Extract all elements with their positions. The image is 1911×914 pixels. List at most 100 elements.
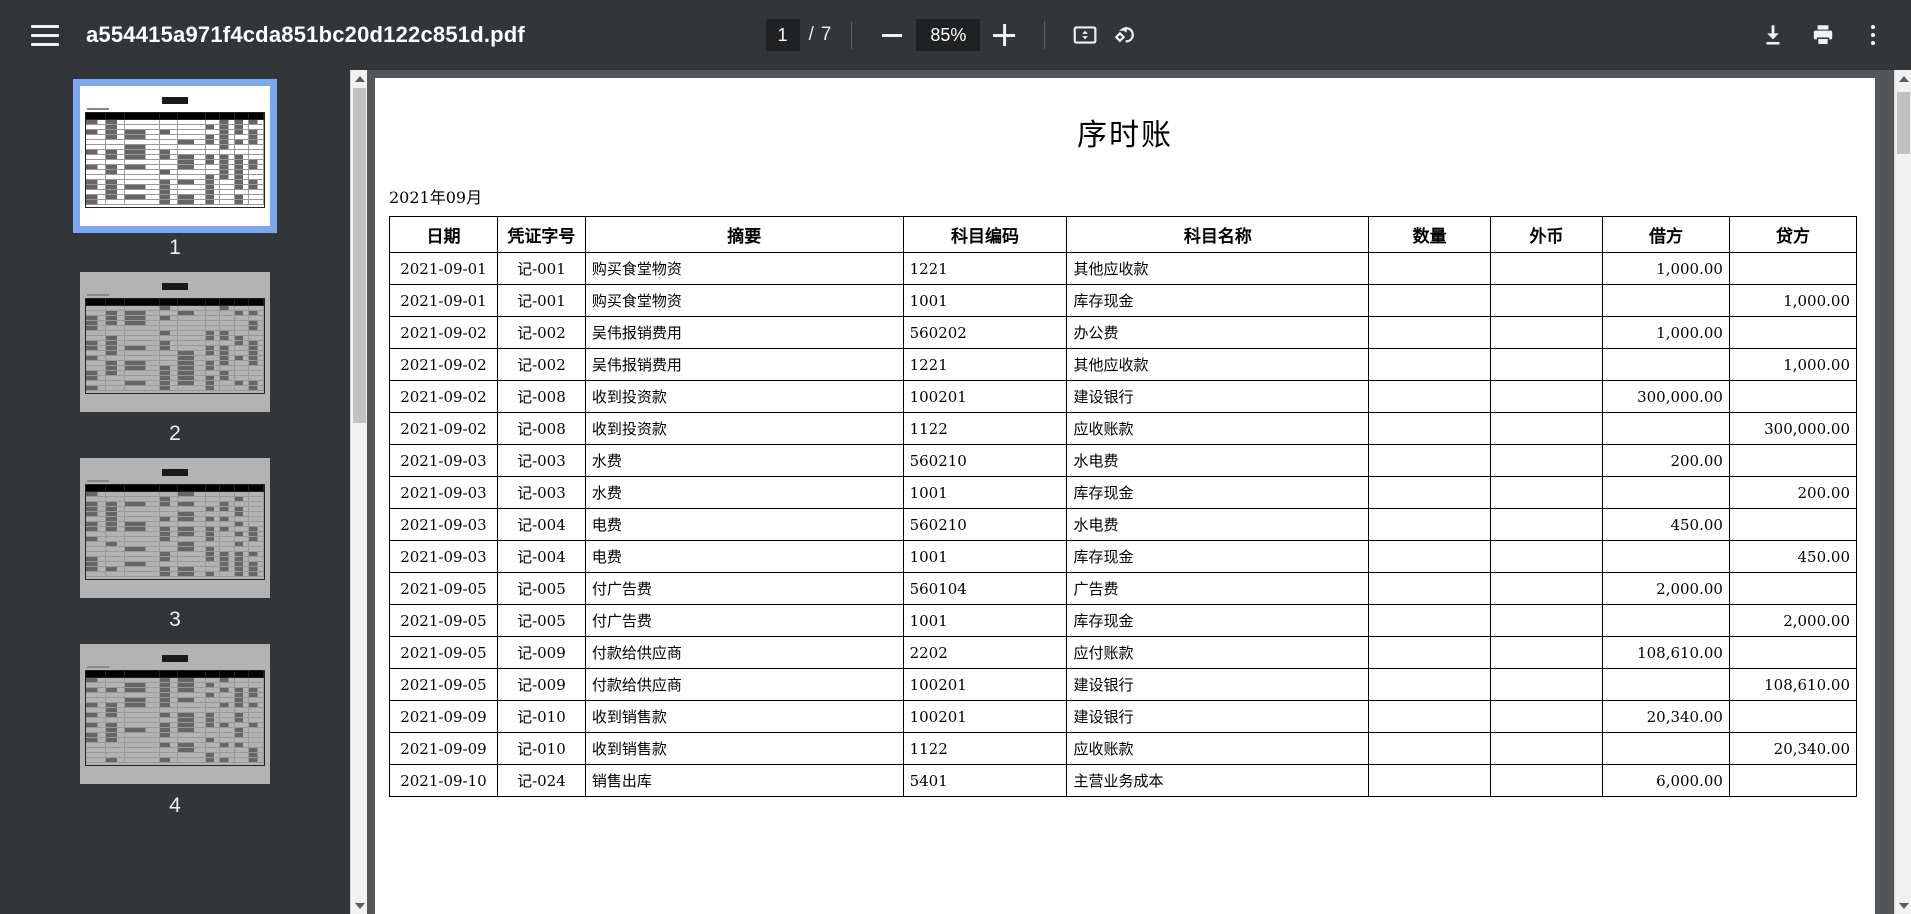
more-vertical-icon <box>1871 25 1875 45</box>
thumbnail-sidebar: 1 2 3 4 <box>0 70 350 914</box>
cell-name: 库存现金 <box>1067 541 1369 573</box>
scroll-down-arrow[interactable] <box>1895 897 1911 914</box>
cell-code: 1122 <box>903 733 1067 765</box>
rotate-button[interactable] <box>1105 15 1145 55</box>
zoom-out-button[interactable] <box>872 15 912 55</box>
cell-code: 1122 <box>903 413 1067 445</box>
cell-credit: 300,000.00 <box>1729 413 1856 445</box>
cell-code: 1001 <box>903 541 1067 573</box>
cell-date: 2021-09-02 <box>390 381 498 413</box>
cell-voucher: 记-001 <box>497 285 585 317</box>
cell-code: 560202 <box>903 317 1067 349</box>
cell-code: 100201 <box>903 669 1067 701</box>
page-thumbnail[interactable] <box>80 86 270 226</box>
cell-debit: 20,340.00 <box>1603 701 1730 733</box>
cell-currency <box>1491 445 1603 477</box>
cell-code: 100201 <box>903 381 1067 413</box>
column-header-voucher: 凭证字号 <box>497 217 585 253</box>
cell-quantity <box>1369 765 1491 797</box>
cell-debit: 300,000.00 <box>1603 381 1730 413</box>
cell-quantity <box>1369 637 1491 669</box>
table-row: 2021-09-02 记-002 吴伟报销费用 1221 其他应收款 1,000.00 <box>390 349 1857 381</box>
cell-code: 560210 <box>903 509 1067 541</box>
cell-credit <box>1729 253 1856 285</box>
fit-page-button[interactable] <box>1065 15 1105 55</box>
page-number-input[interactable] <box>766 19 800 51</box>
thumbnail-item[interactable]: 3 <box>0 458 350 632</box>
viewer-scrollbar-thumb[interactable] <box>1897 92 1910 154</box>
thumbnail-list[interactable]: 1 2 3 4 <box>0 70 350 914</box>
scroll-up-arrow[interactable] <box>1895 70 1911 87</box>
cell-quantity <box>1369 573 1491 605</box>
scroll-down-arrow[interactable] <box>351 897 368 914</box>
cell-debit <box>1603 733 1730 765</box>
cell-date: 2021-09-02 <box>390 317 498 349</box>
zoom-in-button[interactable] <box>984 15 1024 55</box>
toolbar-divider-1 <box>851 21 852 49</box>
cell-debit <box>1603 477 1730 509</box>
zoom-level-display[interactable]: 85% <box>916 19 980 51</box>
cell-quantity <box>1369 413 1491 445</box>
thumbnail-item[interactable]: 2 <box>0 272 350 446</box>
cell-credit <box>1729 637 1856 669</box>
cell-currency <box>1491 605 1603 637</box>
cell-credit <box>1729 381 1856 413</box>
thumbnail-page-number: 2 <box>169 422 181 446</box>
cell-credit: 108,610.00 <box>1729 669 1856 701</box>
page-thumbnail[interactable] <box>80 644 270 784</box>
thumbnail-item[interactable]: 4 <box>0 644 350 818</box>
pdf-viewer[interactable]: 序时账 2021年09月 日期 凭证字号 摘要 科目编码 科目名称 数量 外币 … <box>367 70 1894 914</box>
cell-voucher: 记-024 <box>497 765 585 797</box>
scroll-up-arrow[interactable] <box>351 70 368 87</box>
cell-debit <box>1603 669 1730 701</box>
cell-voucher: 记-002 <box>497 317 585 349</box>
cell-abstract: 付广告费 <box>585 573 903 605</box>
cell-credit: 1,000.00 <box>1729 349 1856 381</box>
cell-abstract: 付款给供应商 <box>585 669 903 701</box>
cell-currency <box>1491 509 1603 541</box>
ledger-table-body: 2021-09-01 记-001 购买食堂物资 1221 其他应收款 1,000.00 20… <box>390 253 1857 797</box>
print-button[interactable] <box>1803 15 1843 55</box>
cell-voucher: 记-005 <box>497 573 585 605</box>
page-thumbnail[interactable] <box>80 272 270 412</box>
more-options-button[interactable] <box>1853 15 1893 55</box>
cell-quantity <box>1369 509 1491 541</box>
cell-code: 1001 <box>903 285 1067 317</box>
cell-voucher: 记-003 <box>497 445 585 477</box>
document-title: a554415a971f4cda851bc20d122c851d.pdf <box>86 22 525 48</box>
table-row: 2021-09-05 记-009 付款给供应商 100201 建设银行 108,610.0… <box>390 669 1857 701</box>
download-button[interactable] <box>1753 15 1793 55</box>
cell-quantity <box>1369 669 1491 701</box>
thumbnail-item[interactable]: 1 <box>0 86 350 260</box>
pdf-toolbar: a554415a971f4cda851bc20d122c851d.pdf / 7… <box>0 0 1911 70</box>
cell-abstract: 销售出库 <box>585 765 903 797</box>
cell-abstract: 吴伟报销费用 <box>585 349 903 381</box>
cell-credit: 20,340.00 <box>1729 733 1856 765</box>
cell-name: 其他应收款 <box>1067 253 1369 285</box>
sidebar-scrollbar[interactable] <box>350 70 367 914</box>
cell-abstract: 电费 <box>585 541 903 573</box>
column-header-date: 日期 <box>390 217 498 253</box>
download-icon <box>1760 22 1786 48</box>
cell-debit: 108,610.00 <box>1603 637 1730 669</box>
cell-code: 5401 <box>903 765 1067 797</box>
thumbnail-preview <box>80 86 270 226</box>
column-header-name: 科目名称 <box>1067 217 1369 253</box>
cell-name: 水电费 <box>1067 509 1369 541</box>
page-thumbnail[interactable] <box>80 458 270 598</box>
cell-debit <box>1603 605 1730 637</box>
table-header-row: 日期 凭证字号 摘要 科目编码 科目名称 数量 外币 借方 贷方 <box>390 217 1857 253</box>
hamburger-icon[interactable] <box>22 12 68 58</box>
pdf-page: 序时账 2021年09月 日期 凭证字号 摘要 科目编码 科目名称 数量 外币 … <box>375 78 1875 914</box>
viewer-scrollbar[interactable] <box>1894 70 1911 914</box>
cell-currency <box>1491 413 1603 445</box>
column-header-abstract: 摘要 <box>585 217 903 253</box>
cell-quantity <box>1369 445 1491 477</box>
sidebar-scrollbar-thumb[interactable] <box>353 88 366 423</box>
table-row: 2021-09-09 记-010 收到销售款 100201 建设银行 20,340.00 <box>390 701 1857 733</box>
cell-date: 2021-09-03 <box>390 477 498 509</box>
cell-date: 2021-09-01 <box>390 253 498 285</box>
cell-credit <box>1729 573 1856 605</box>
cell-date: 2021-09-10 <box>390 765 498 797</box>
cell-debit: 1,000.00 <box>1603 253 1730 285</box>
